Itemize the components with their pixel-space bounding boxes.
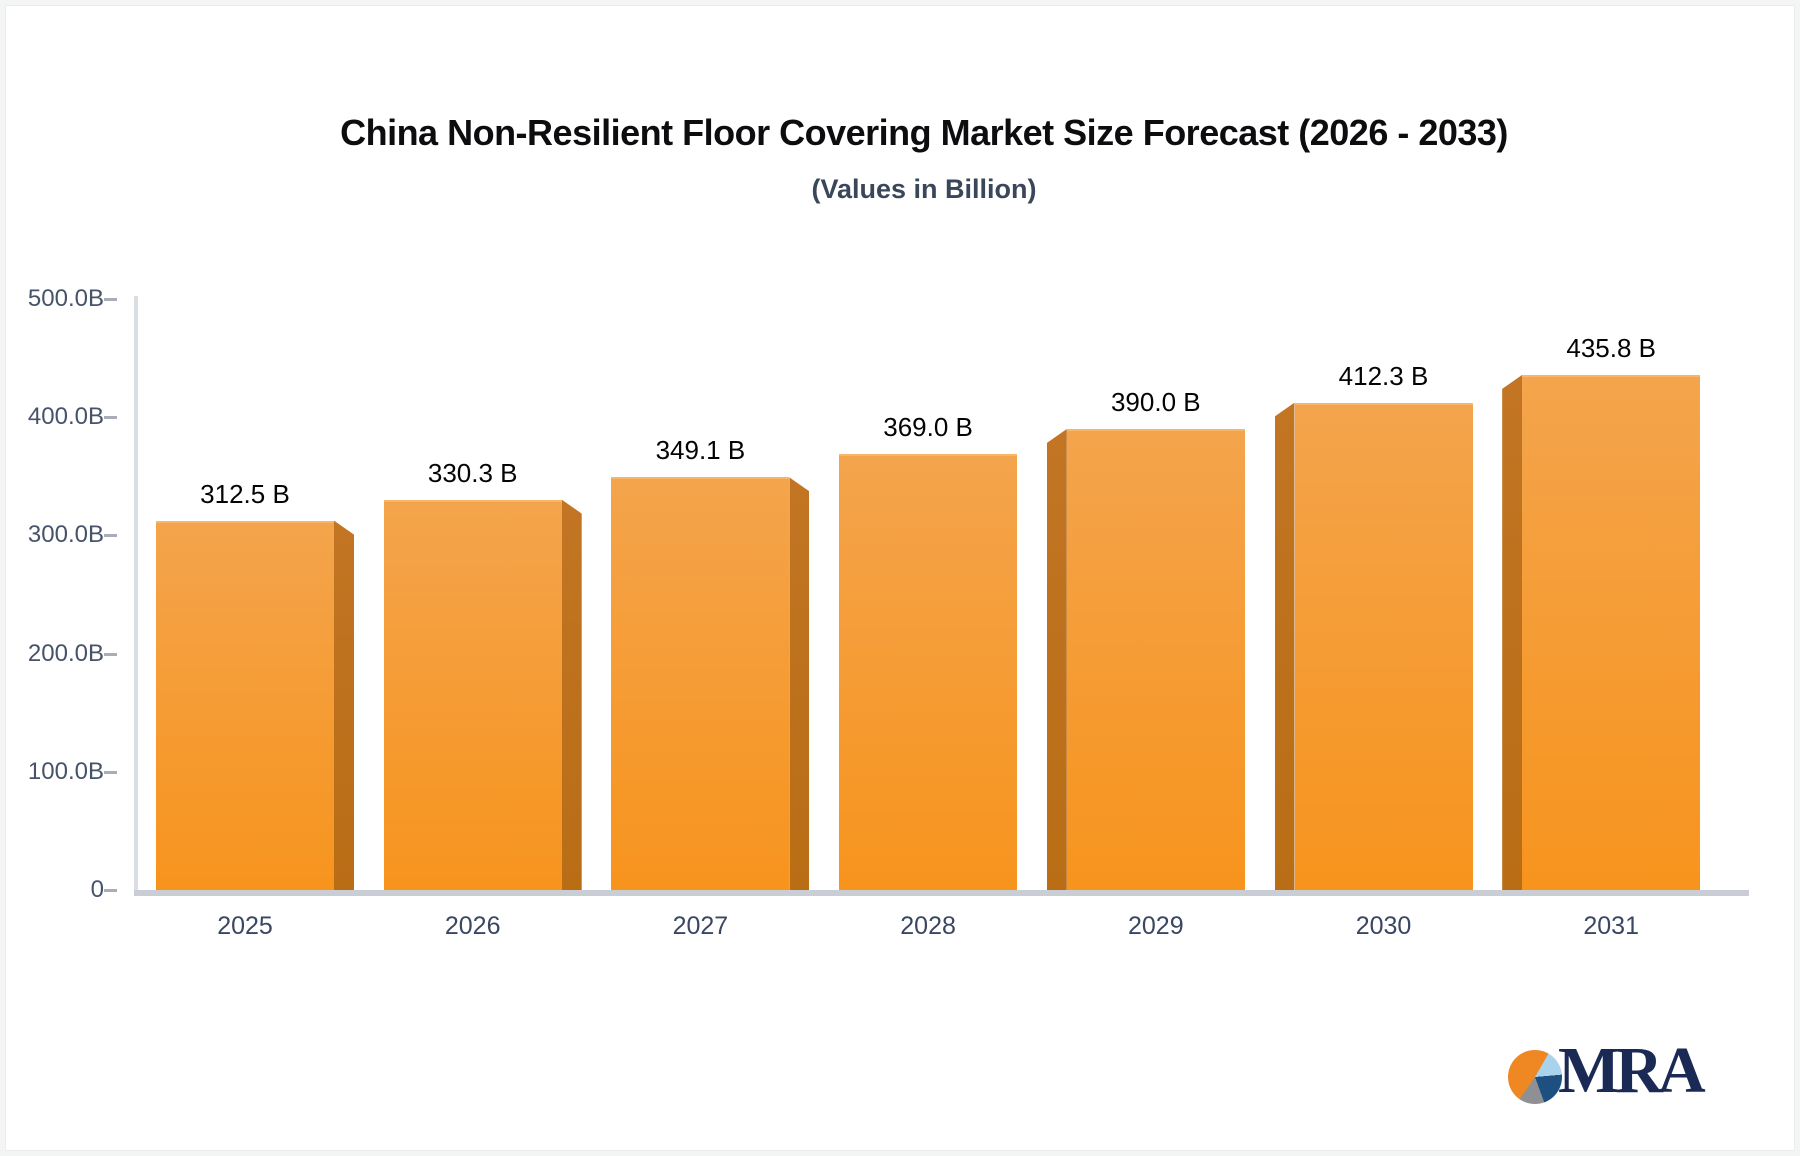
y-axis-tick-mark bbox=[104, 889, 117, 892]
bar-value-label: 390.0 B bbox=[1110, 387, 1201, 418]
bar-3d-side bbox=[1274, 402, 1295, 890]
x-axis-label-2025: 2025 bbox=[217, 912, 273, 940]
bar-2025 bbox=[156, 520, 334, 890]
x-axis-label-2027: 2027 bbox=[672, 912, 729, 940]
y-axis-tick-label: 400.0B bbox=[27, 403, 104, 431]
bar-2027 bbox=[611, 477, 790, 890]
x-axis-baseline bbox=[134, 890, 1749, 896]
cagr-badge-label: CAGR: 5.70% bbox=[834, 276, 1026, 309]
y-axis-tick-label: 500.0B bbox=[27, 285, 104, 312]
bar-3d-side bbox=[1502, 374, 1523, 890]
y-axis-tick-label: 100.0B bbox=[27, 757, 104, 785]
bar-2026 bbox=[383, 499, 562, 890]
bar-3d-side bbox=[334, 520, 354, 890]
bar-value-label: 412.3 B bbox=[1338, 360, 1429, 391]
bar-value-label: 435.8 B bbox=[1566, 332, 1656, 363]
bar-value-label: 349.1 B bbox=[655, 435, 746, 466]
y-axis-line bbox=[134, 296, 138, 890]
y-axis-tick-mark bbox=[104, 770, 117, 774]
y-axis-tick-label: 0 bbox=[90, 876, 104, 903]
bar-3d-side bbox=[789, 477, 810, 890]
bar-2028 bbox=[839, 453, 1018, 890]
y-axis-tick-mark bbox=[104, 652, 117, 656]
x-axis-label-2028: 2028 bbox=[900, 912, 956, 940]
bar-2030 bbox=[1294, 402, 1473, 890]
chart-subtitle: (Values in Billion) bbox=[811, 174, 1037, 204]
chart-canvas: China Non-Resilient Floor Covering Marke… bbox=[5, 5, 1795, 1151]
bar-value-label: 330.3 B bbox=[427, 457, 518, 488]
logo-text: MRA bbox=[1558, 1034, 1706, 1107]
x-axis-label-2030: 2030 bbox=[1355, 912, 1412, 940]
bar-3d-side bbox=[561, 499, 582, 890]
bar-2029 bbox=[1066, 429, 1245, 890]
x-axis-label-2026: 2026 bbox=[444, 912, 501, 940]
bar-3d-side bbox=[1046, 429, 1067, 890]
y-axis-tick-mark bbox=[104, 298, 117, 301]
x-axis-label-2029: 2029 bbox=[1127, 912, 1184, 940]
pie-chart-logo-icon bbox=[1508, 1050, 1562, 1104]
y-axis-tick-mark bbox=[104, 534, 117, 538]
y-axis-tick-mark bbox=[104, 416, 117, 420]
mra-logo: MRA bbox=[1508, 1034, 1706, 1107]
chart-title: China Non-Resilient Floor Covering Marke… bbox=[340, 112, 1508, 153]
bar-2031 bbox=[1522, 374, 1701, 890]
x-axis-label-2031: 2031 bbox=[1583, 912, 1639, 940]
y-axis-tick-label: 200.0B bbox=[27, 639, 104, 667]
bar-chart-plot-area: 500.0B 400.0B 300.0B 200.0B 100.0B 0 312.5 B 20… bbox=[6, 6, 1794, 1150]
cagr-badge: CAGR: 5.70% bbox=[796, 260, 1064, 326]
bar-value-label: 369.0 B bbox=[883, 411, 973, 442]
y-axis-tick-label: 300.0B bbox=[27, 521, 104, 549]
bar-value-label: 312.5 B bbox=[200, 478, 290, 509]
